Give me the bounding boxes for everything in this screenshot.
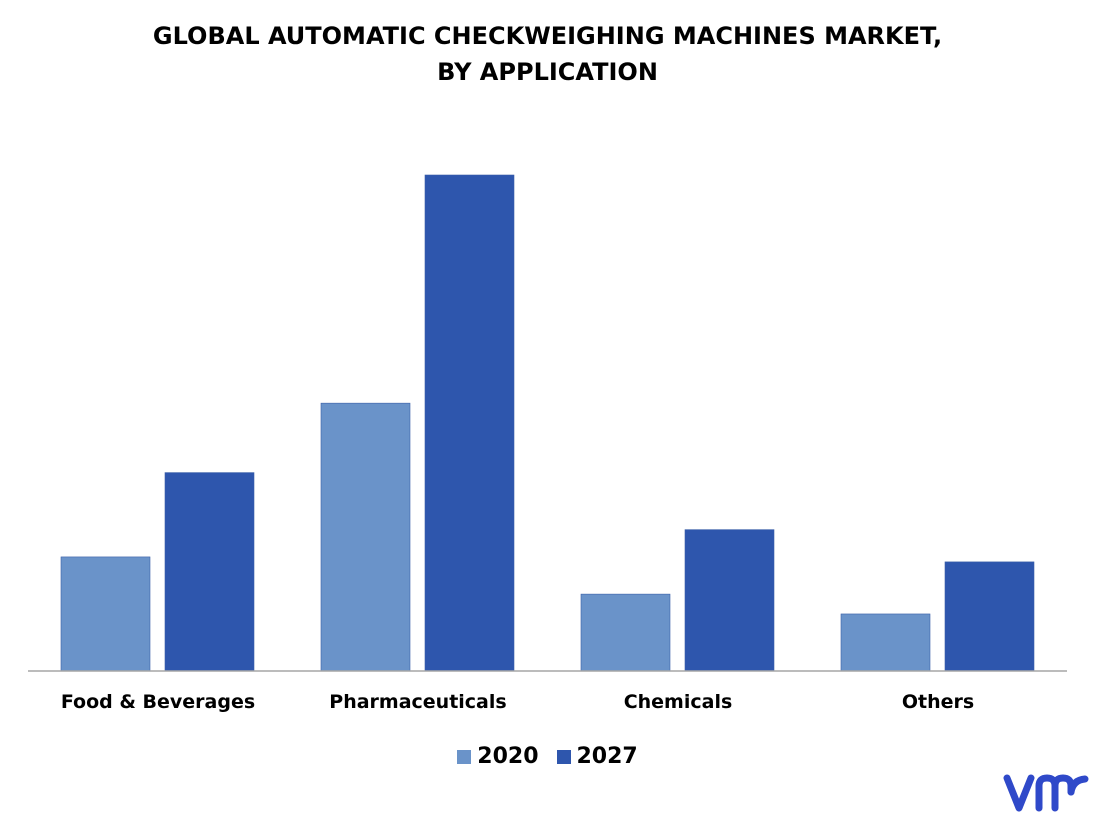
bar-food-beverages-2020 bbox=[60, 556, 151, 672]
legend-label-2027: 2027 bbox=[576, 744, 638, 769]
category-label-others: Others bbox=[902, 691, 974, 713]
legend-label-2020: 2020 bbox=[477, 744, 539, 769]
chart-title: GLOBAL AUTOMATIC CHECKWEIGHING MACHINES … bbox=[0, 18, 1095, 90]
legend-item-2020: 2020 bbox=[457, 744, 539, 769]
category-label-food-beverages: Food & Beverages bbox=[61, 691, 255, 713]
chart-title-line-1: GLOBAL AUTOMATIC CHECKWEIGHING MACHINES … bbox=[152, 22, 943, 50]
bars-layer bbox=[60, 174, 1035, 672]
legend-swatch-2027 bbox=[556, 749, 571, 764]
chart-title-line-2: BY APPLICATION bbox=[437, 58, 658, 86]
bar-pharmaceuticals-2020 bbox=[320, 402, 411, 672]
legend: 2020 2027 bbox=[0, 744, 1095, 769]
bar-pharmaceuticals-2027 bbox=[424, 174, 515, 672]
category-label-pharmaceuticals: Pharmaceuticals bbox=[329, 691, 506, 713]
vmr-logo-icon bbox=[1003, 774, 1089, 812]
category-label-chemicals: Chemicals bbox=[624, 691, 733, 713]
legend-swatch-2020 bbox=[457, 749, 472, 764]
bar-chemicals-2027 bbox=[684, 529, 775, 672]
bar-others-2027 bbox=[944, 561, 1035, 672]
category-labels: Food & Beverages Pharmaceuticals Chemicals… bbox=[61, 691, 974, 713]
bar-chart: Food & Beverages Pharmaceuticals Chemicals… bbox=[28, 174, 1067, 713]
bar-food-beverages-2027 bbox=[164, 472, 255, 672]
legend-item-2027: 2027 bbox=[556, 744, 638, 769]
bar-chemicals-2020 bbox=[580, 593, 671, 672]
bar-others-2020 bbox=[840, 613, 931, 672]
